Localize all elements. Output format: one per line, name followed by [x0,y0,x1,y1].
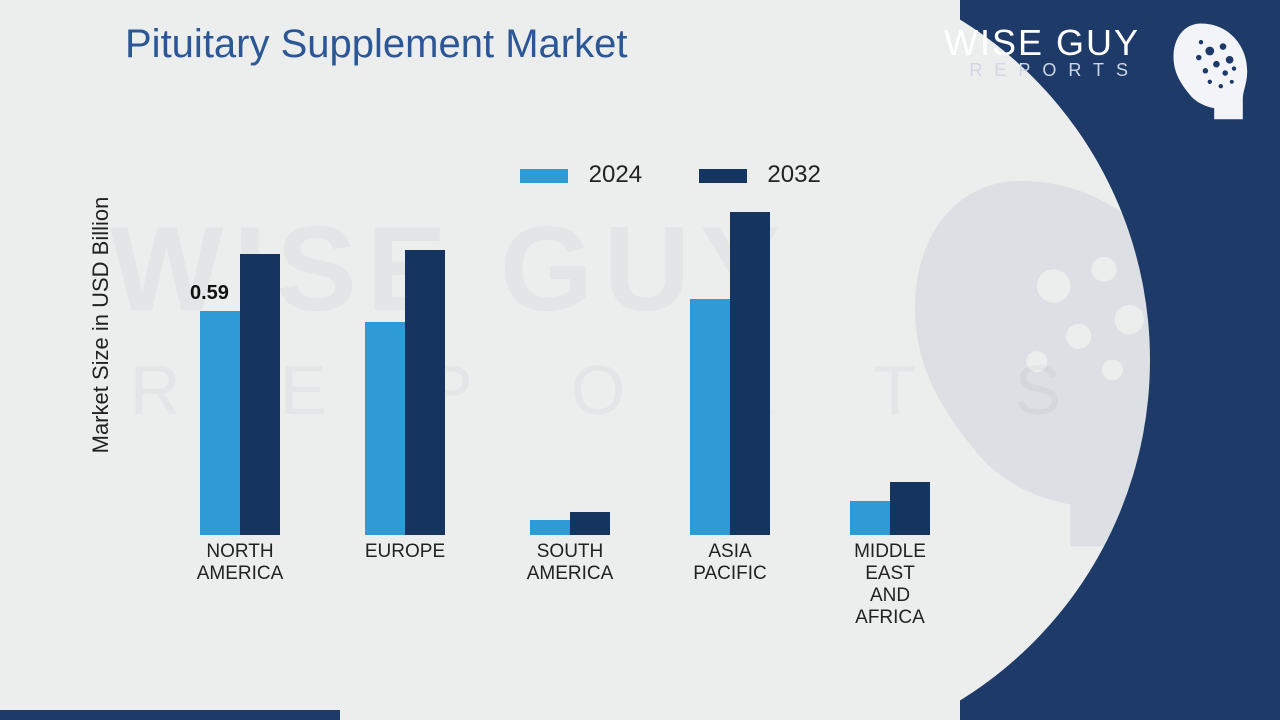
chart-title: Pituitary Supplement Market [125,22,627,67]
stage: WISE GUY R E P O R T S Pituitary Supplem… [0,0,1280,720]
bar-2032 [890,482,930,535]
category-label: MIDDLEEASTANDAFRICA [810,541,970,628]
logo-line2: REPORTS [944,60,1140,81]
y-axis-label: Market Size in USD Billion [88,135,114,515]
brand-logo: WISE GUY REPORTS [944,22,1140,81]
bar-2032 [405,250,445,535]
category-label: NORTHAMERICA [160,541,320,585]
bar-2032 [730,212,770,535]
bar-2032 [570,512,610,535]
bar-chart: Market Size in USD Billion 0.59NORTHAMER… [60,155,960,655]
category-label: EUROPE [325,541,485,563]
bar-2024 [690,299,730,535]
bottom-accent-bar [0,710,340,720]
category-label: ASIAPACIFIC [650,541,810,585]
bar-2024 [200,311,240,535]
plot-area: 0.59NORTHAMERICAEUROPESOUTHAMERICAASIAPA… [125,155,960,536]
bar-value-label: 0.59 [190,282,229,305]
bar-2032 [240,254,280,535]
bar-2024 [850,501,890,535]
logo-head-icon [1146,18,1256,128]
bar-2024 [365,322,405,535]
logo-line1: WISE GUY [944,22,1140,64]
category-label: SOUTHAMERICA [490,541,650,585]
bar-2024 [530,520,570,535]
